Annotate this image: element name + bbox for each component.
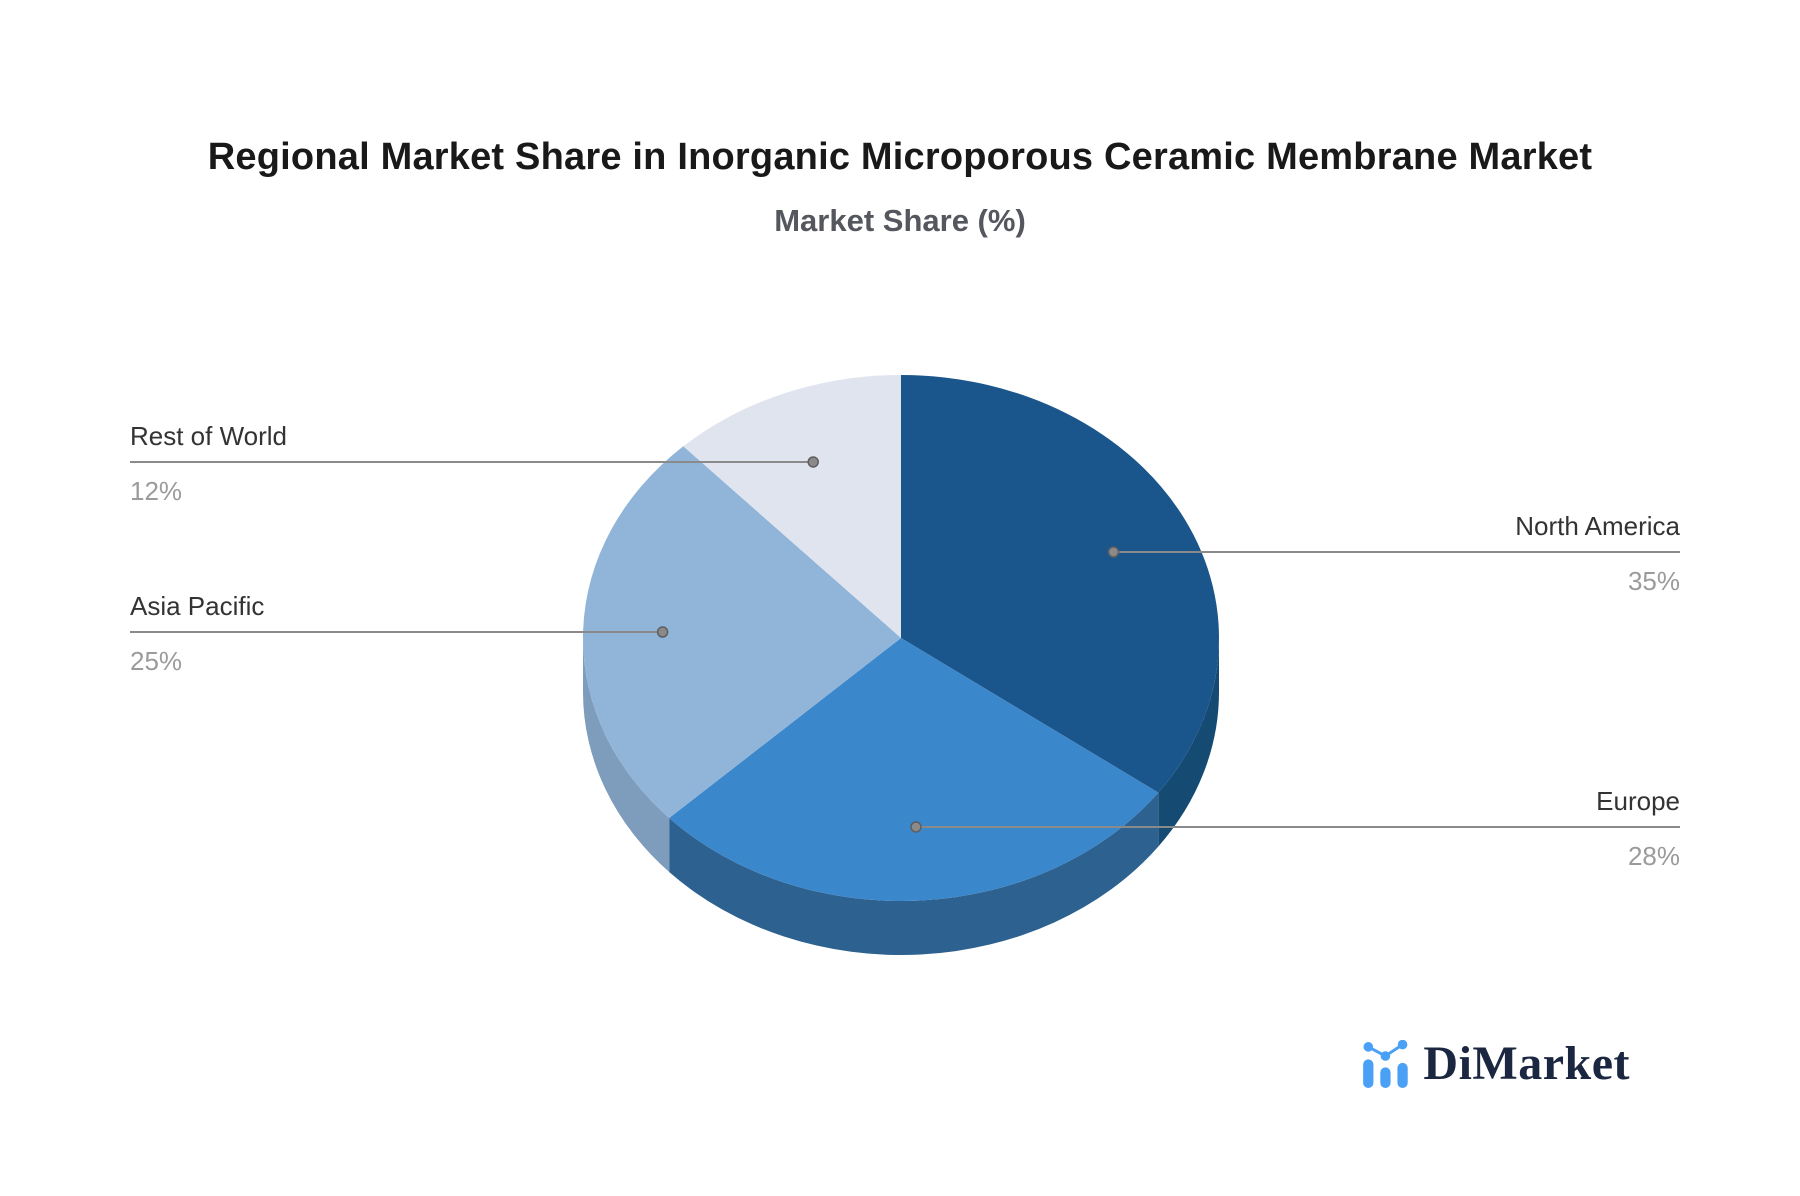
slice-value-asia-pacific: 25% <box>130 646 183 677</box>
callout-dot-asia-pacific <box>656 626 669 638</box>
slice-label-rest-of-world: Rest of World <box>130 420 288 451</box>
chart-title: Regional Market Share in Inorganic Micro… <box>207 136 1593 178</box>
slice-label-north-america: North America <box>1515 511 1680 542</box>
callout-dot-europe <box>910 821 922 833</box>
slice-label-asia-pacific: Asia Pacific <box>130 591 265 622</box>
pie-slice-asia-pacific <box>583 446 901 819</box>
dimarket-logo: DiMarket <box>1363 1040 1630 1088</box>
pie-slice-rest-of-world <box>683 375 901 638</box>
pie-slice-europe <box>669 638 1159 901</box>
pie-slice-side-asia-pacific <box>583 638 670 873</box>
chart-header: Regional Market Share in Inorganic Micro… <box>0 0 1800 239</box>
dimarket-logo-text: DiMarket <box>1423 1037 1630 1090</box>
pie-slice-north-america <box>901 375 1219 793</box>
pie-slice-side-europe <box>669 792 1159 956</box>
slice-label-europe: Europe <box>1596 785 1680 816</box>
slice-value-europe: 28% <box>1627 840 1680 871</box>
callout-dot-rest-of-world <box>807 456 819 468</box>
bar-chart-icon <box>1363 1040 1409 1088</box>
chart-subtitle: Market Share (%) <box>774 203 1026 238</box>
pie-slice-side-north-america <box>1158 638 1219 847</box>
slice-value-rest-of-world: 12% <box>130 475 183 506</box>
callout-dot-north-america <box>1107 546 1120 558</box>
slice-value-north-america: 35% <box>1627 566 1680 597</box>
